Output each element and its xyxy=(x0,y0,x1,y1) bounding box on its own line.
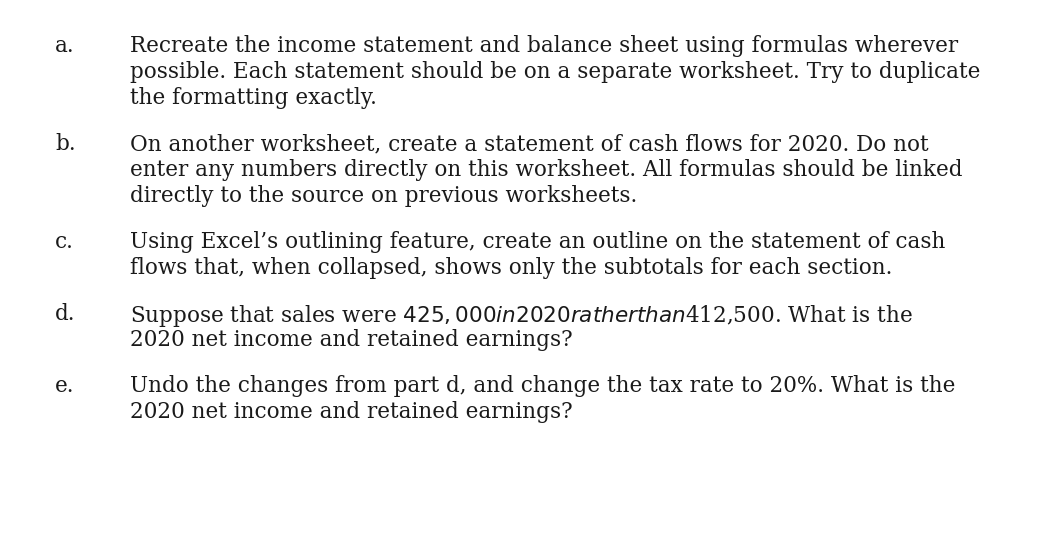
Text: d.: d. xyxy=(55,303,76,325)
Text: e.: e. xyxy=(55,375,75,397)
Text: 2020 net income and retained earnings?: 2020 net income and retained earnings? xyxy=(130,401,573,423)
Text: Suppose that sales were $425,000 in 2020 rather than $412,500. What is the: Suppose that sales were $425,000 in 2020… xyxy=(130,303,913,329)
Text: c.: c. xyxy=(55,231,74,253)
Text: possible. Each statement should be on a separate worksheet. Try to duplicate: possible. Each statement should be on a … xyxy=(130,61,981,83)
Text: Undo the changes from part d, and change the tax rate to 20%. What is the: Undo the changes from part d, and change… xyxy=(130,375,956,397)
Text: enter any numbers directly on this worksheet. All formulas should be linked: enter any numbers directly on this works… xyxy=(130,159,962,181)
Text: directly to the source on previous worksheets.: directly to the source on previous works… xyxy=(130,185,638,207)
Text: 2020 net income and retained earnings?: 2020 net income and retained earnings? xyxy=(130,329,573,351)
Text: Using Excel’s outlining feature, create an outline on the statement of cash: Using Excel’s outlining feature, create … xyxy=(130,231,945,253)
Text: Recreate the income statement and balance sheet using formulas wherever: Recreate the income statement and balanc… xyxy=(130,35,958,57)
Text: the formatting exactly.: the formatting exactly. xyxy=(130,87,376,109)
Text: b.: b. xyxy=(55,133,76,155)
Text: a.: a. xyxy=(55,35,75,57)
Text: On another worksheet, create a statement of cash flows for 2020. Do not: On another worksheet, create a statement… xyxy=(130,133,929,155)
Text: flows that, when collapsed, shows only the subtotals for each section.: flows that, when collapsed, shows only t… xyxy=(130,257,892,279)
